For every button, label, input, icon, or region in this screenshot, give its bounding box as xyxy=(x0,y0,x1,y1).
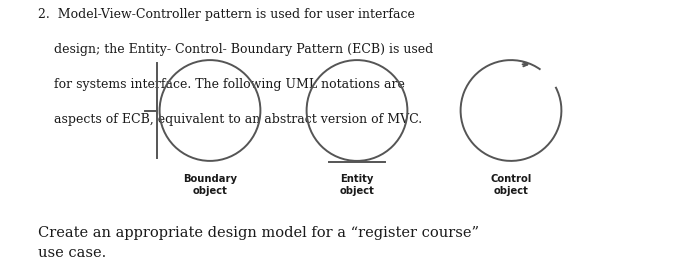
Text: Entity
object: Entity object xyxy=(340,174,374,196)
Text: design; the Entity- Control- Boundary Pattern (ECB) is used: design; the Entity- Control- Boundary Pa… xyxy=(38,43,434,56)
Text: aspects of ECB, equivalent to an abstract version of MVC.: aspects of ECB, equivalent to an abstrac… xyxy=(38,113,423,126)
Text: Boundary
object: Boundary object xyxy=(183,174,237,196)
Text: Control
object: Control object xyxy=(491,174,531,196)
Text: Create an appropriate design model for a “register course”
use case.: Create an appropriate design model for a… xyxy=(38,226,480,260)
Text: 2.  Model-View-Controller pattern is used for user interface: 2. Model-View-Controller pattern is used… xyxy=(38,8,415,21)
Text: for systems interface. The following UML notations are: for systems interface. The following UML… xyxy=(38,78,405,91)
